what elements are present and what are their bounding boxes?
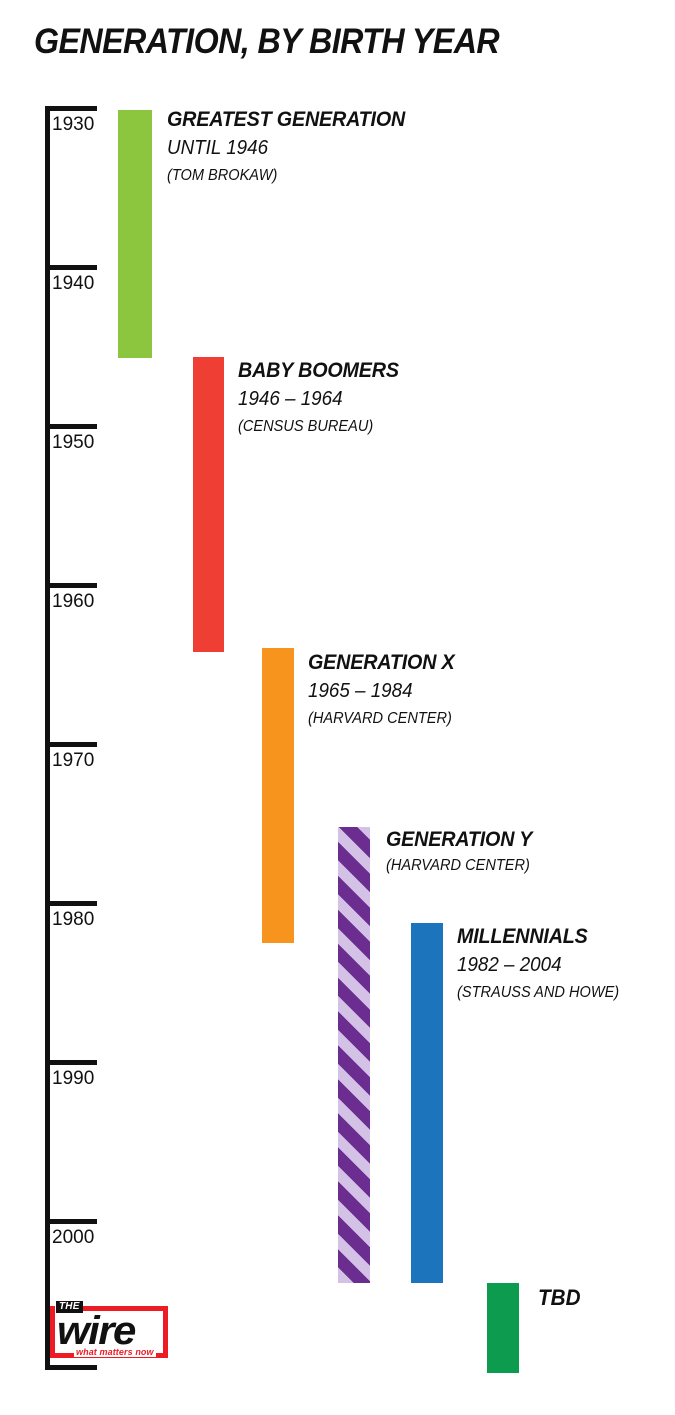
- generation-source-generation-y: (HARVARD CENTER): [386, 856, 530, 874]
- bar-baby-boomers[interactable]: [193, 357, 224, 652]
- logo-frame-right-icon: [163, 1306, 168, 1358]
- axis-label-1930: 1930: [52, 114, 95, 135]
- generation-name-tbd: TBD: [538, 1285, 581, 1310]
- label-group-generation-x: GENERATION X 1965 – 1984 (HARVARD CENTER): [308, 651, 464, 729]
- axis-label-1940: 1940: [52, 273, 95, 294]
- generation-range-baby-boomers: 1946 – 1964: [238, 387, 343, 410]
- axis-tick-2000: [45, 1219, 97, 1224]
- axis-label-1970: 1970: [52, 750, 95, 771]
- axis-label-1990: 1990: [52, 1068, 95, 1089]
- label-group-tbd: TBD: [538, 1285, 583, 1311]
- generation-range-greatest-generation: UNTIL 1946: [167, 136, 269, 159]
- axis-label-1960: 1960: [52, 591, 95, 612]
- label-group-greatest-generation: GREATEST GENERATION UNTIL 1946 (TOM BROKAW…: [167, 108, 420, 186]
- generation-name-millennials: MILLENNIALS: [457, 925, 588, 948]
- bar-generation-x[interactable]: [262, 648, 294, 943]
- generation-range-millennials: 1982 – 2004: [457, 953, 562, 976]
- logo-tagline: what matters now: [74, 1347, 156, 1357]
- bar-greatest-generation[interactable]: [118, 110, 152, 358]
- label-group-baby-boomers: BABY BOOMERS 1946 – 1964 (CENSUS BUREAU): [238, 359, 409, 437]
- generation-source-generation-x: (HARVARD CENTER): [308, 709, 452, 727]
- generation-name-generation-y: GENERATION Y: [386, 828, 533, 851]
- generation-name-generation-x: GENERATION X: [308, 651, 455, 674]
- year-axis-line: [45, 106, 50, 1370]
- axis-label-1950: 1950: [52, 432, 95, 453]
- logo-frame-top-icon: [80, 1306, 168, 1311]
- axis-tick-1960: [45, 583, 97, 588]
- axis-tick-1970: [45, 742, 97, 747]
- bar-millennials[interactable]: [411, 923, 443, 1283]
- axis-tick-1930: [45, 106, 97, 111]
- axis-tick-1940: [45, 265, 97, 270]
- page-title: GENERATION, BY BIRTH YEAR: [34, 22, 500, 61]
- label-group-generation-y: GENERATION Y (HARVARD CENTER): [386, 828, 542, 876]
- logo-wordmark: wire: [57, 1309, 136, 1353]
- logo-the-badge: THE: [56, 1301, 83, 1313]
- generation-source-greatest-generation: (TOM BROKAW): [167, 166, 278, 184]
- generation-source-millennials: (STRAUSS AND HOWE): [457, 983, 620, 1001]
- bar-generation-y[interactable]: [338, 827, 370, 1283]
- logo-frame-left-icon: [50, 1306, 55, 1358]
- generation-name-baby-boomers: BABY BOOMERS: [238, 359, 399, 382]
- label-group-millennials: MILLENNIALS 1982 – 2004 (STRAUSS AND HOWE): [457, 925, 630, 1003]
- the-wire-logo[interactable]: THE wire what matters now: [50, 1300, 168, 1362]
- axis-tick-1990: [45, 1060, 97, 1065]
- axis-label-2000: 2000: [52, 1227, 95, 1248]
- axis-bottom-cap: [45, 1365, 97, 1370]
- generation-name-greatest-generation: GREATEST GENERATION: [167, 108, 406, 131]
- axis-tick-1980: [45, 901, 97, 906]
- generation-range-generation-x: 1965 – 1984: [308, 679, 413, 702]
- generation-source-baby-boomers: (CENSUS BUREAU): [238, 417, 374, 435]
- bar-tbd[interactable]: [487, 1283, 519, 1373]
- axis-label-1980: 1980: [52, 909, 95, 930]
- axis-tick-1950: [45, 424, 97, 429]
